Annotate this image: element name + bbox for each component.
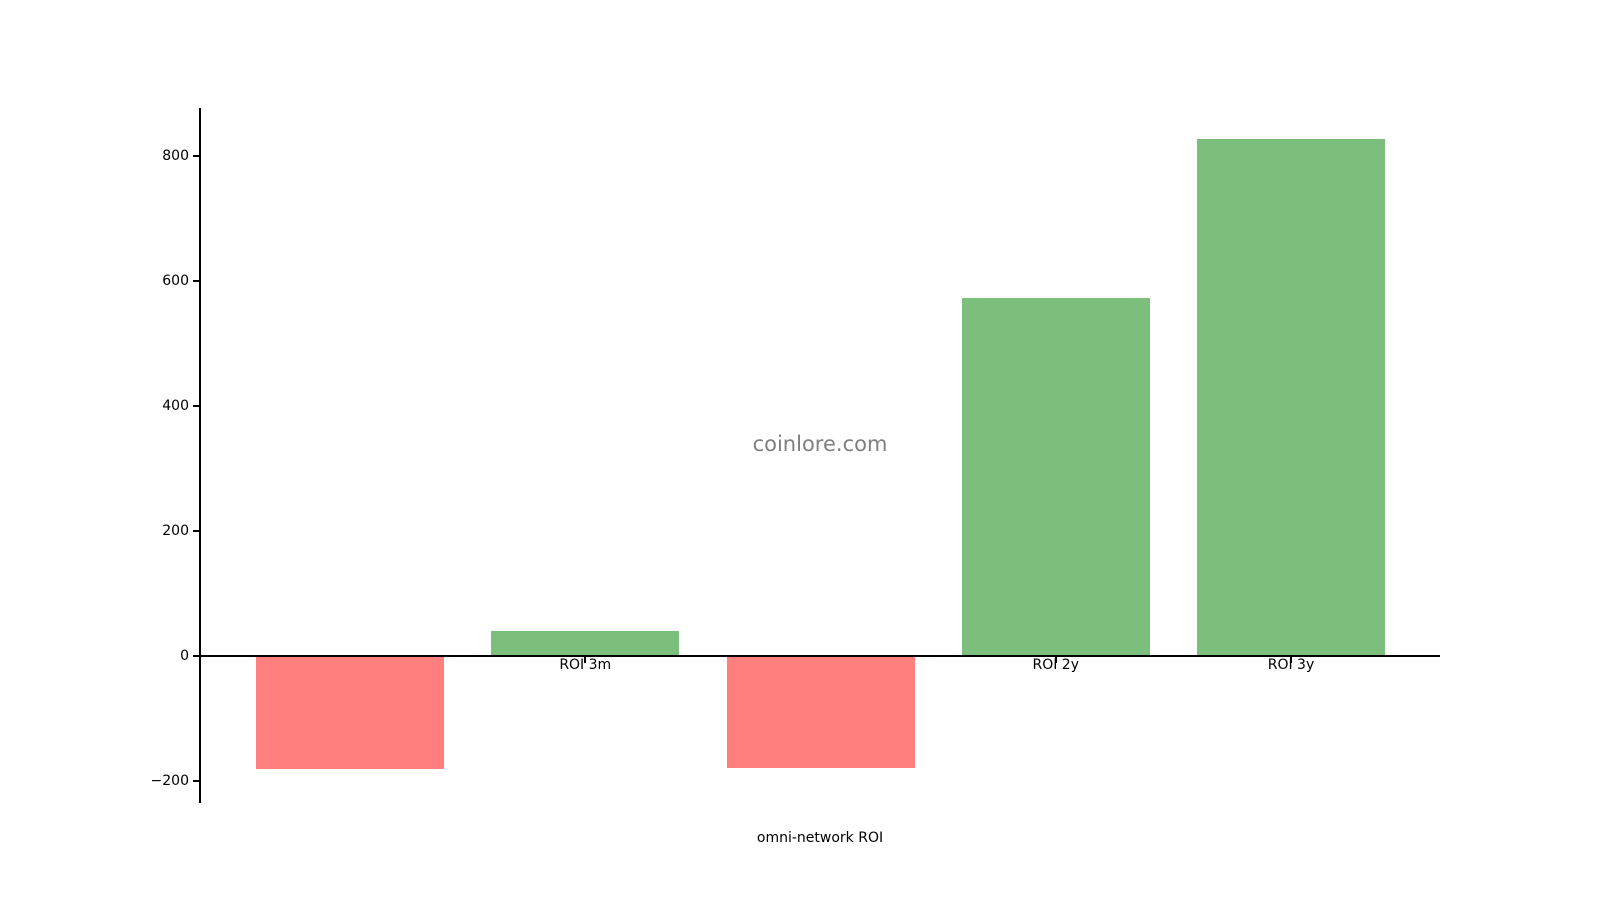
bar-unlabeled-3 [726, 656, 915, 768]
y-tick-mark [193, 280, 200, 282]
x-tick-mark [1290, 656, 1292, 663]
y-tick-mark [193, 155, 200, 157]
y-tick-label: −200 [150, 773, 189, 789]
y-tick-mark [193, 405, 200, 407]
y-tick-label: 0 [180, 648, 189, 664]
x-tick-mark [584, 656, 587, 663]
x-tick-label: ROI 2y [1032, 657, 1080, 673]
bar-roi-3m [491, 631, 680, 656]
bar-unlabeled-1 [256, 656, 444, 769]
y-tick-mark [193, 655, 200, 657]
bar-roi-2y [961, 298, 1150, 656]
y-tick-label: 800 [162, 148, 189, 164]
y-tick-label: 600 [162, 273, 189, 289]
x-tick-label: ROI 3m [559, 657, 612, 673]
x-tick-mark [1054, 656, 1057, 663]
watermark-text: coinlore.com [752, 432, 888, 456]
x-axis-zero-line [199, 655, 1440, 657]
y-axis-line [199, 108, 201, 803]
y-tick-mark [193, 780, 200, 782]
bar-roi-3y [1197, 139, 1385, 656]
y-tick-mark [193, 530, 200, 532]
x-tick-label: ROI 3y [1267, 657, 1315, 673]
y-tick-label: 400 [162, 398, 189, 414]
y-tick-label: 200 [162, 523, 189, 539]
x-axis-title: omni-network ROI [756, 830, 884, 846]
